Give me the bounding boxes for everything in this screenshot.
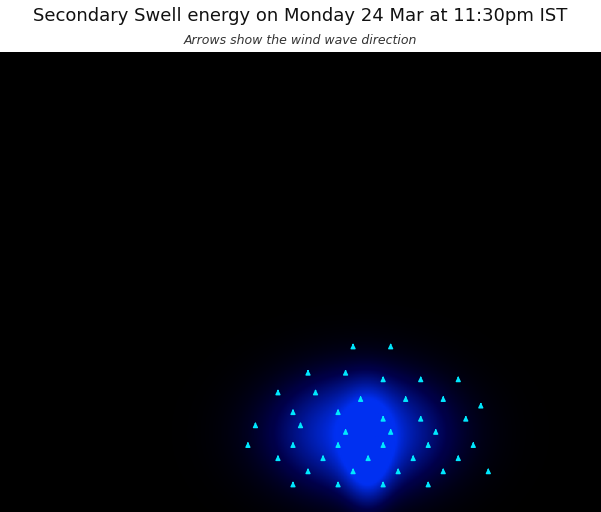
Text: Arrows show the wind wave direction: Arrows show the wind wave direction	[184, 34, 417, 47]
Text: Secondary Swell energy on Monday 24 Mar at 11:30pm IST: Secondary Swell energy on Monday 24 Mar …	[33, 7, 568, 25]
